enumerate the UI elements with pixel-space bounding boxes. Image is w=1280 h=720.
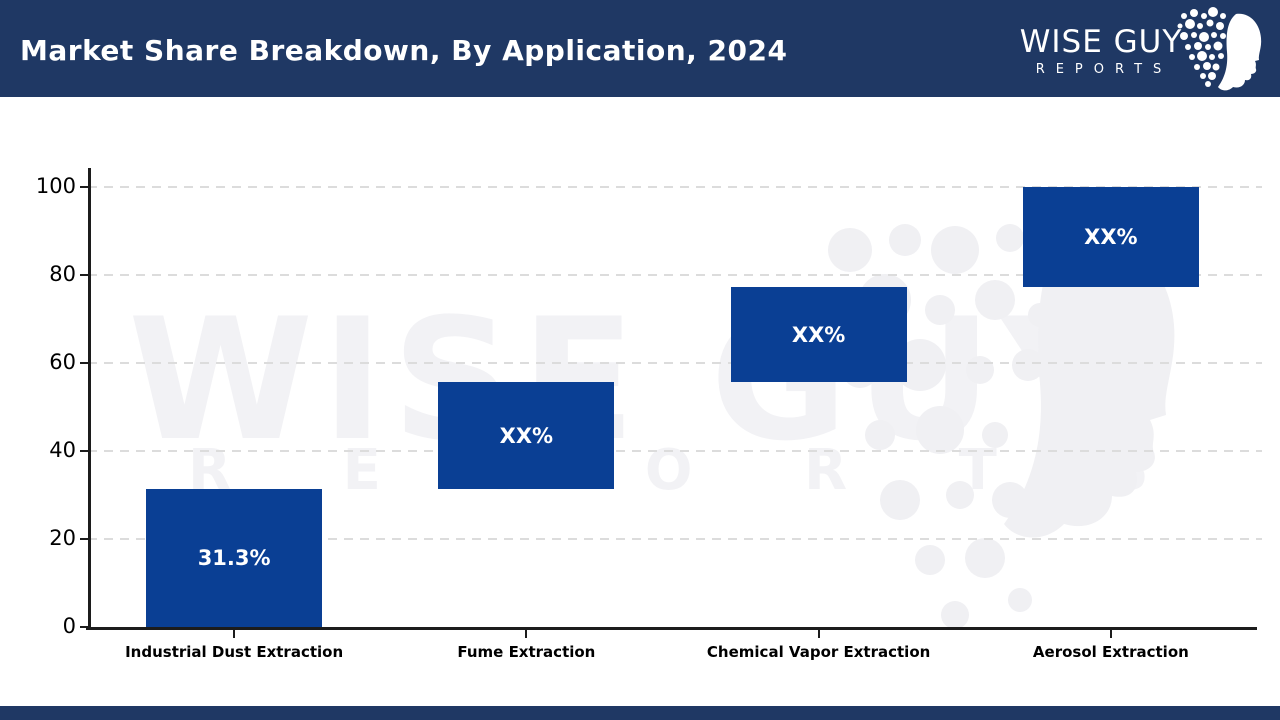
x-tick-label: Industrial Dust Extraction [125, 643, 344, 661]
x-tick-label: Aerosol Extraction [1032, 643, 1189, 661]
y-axis-line [88, 168, 91, 630]
gridline [88, 538, 1262, 540]
logo-subtitle: REPORTS [1035, 62, 1173, 77]
gridline [88, 450, 1262, 452]
logo-wordmark: WISE GUY [1019, 24, 1183, 60]
y-axis-tick [80, 186, 88, 188]
footer-bar [0, 706, 1280, 720]
y-axis-tick [80, 450, 88, 452]
y-tick-label: 100 [35, 174, 76, 198]
gridline [88, 362, 1262, 364]
gridline [88, 274, 1262, 276]
bar-value-label: 31.3% [197, 546, 271, 571]
y-axis-tick [80, 626, 88, 628]
y-tick-label: 20 [49, 526, 76, 550]
bar-value-label: XX% [791, 322, 846, 347]
dotted-face-icon [1177, 7, 1262, 91]
x-tick-label: Chemical Vapor Extraction [706, 643, 931, 661]
bar [438, 381, 615, 490]
y-axis-tick [80, 362, 88, 364]
watermark-subtitle: R E P O R T S [188, 438, 1195, 503]
y-axis-tick [80, 274, 88, 276]
x-axis-tick [233, 630, 236, 638]
x-axis-tick [817, 630, 820, 638]
header-bar: Market Share Breakdown, By Application, … [0, 0, 1280, 97]
y-tick-label: 40 [49, 438, 76, 462]
y-tick-label: 80 [49, 262, 76, 286]
watermark-dotted-face [816, 224, 1175, 629]
bar-value-label: XX% [499, 423, 554, 448]
x-axis-tick [525, 630, 528, 638]
y-axis-tick [80, 538, 88, 540]
bar [146, 489, 323, 627]
x-axis-line [86, 627, 1257, 630]
x-axis-tick [1109, 630, 1112, 638]
bar [1022, 187, 1199, 288]
x-tick-label: Fume Extraction [457, 643, 596, 661]
wise-guy-reports-logo: WISE GUY REPORTS [1016, 6, 1266, 92]
bar-value-label: XX% [1084, 225, 1138, 250]
y-tick-label: 0 [62, 614, 76, 638]
logo-text: WISE GUY REPORTS [1016, 24, 1186, 77]
page-title: Market Share Breakdown, By Application, … [20, 34, 788, 67]
gridline [88, 186, 1262, 188]
y-tick-label: 60 [49, 350, 76, 374]
bar [730, 287, 907, 382]
